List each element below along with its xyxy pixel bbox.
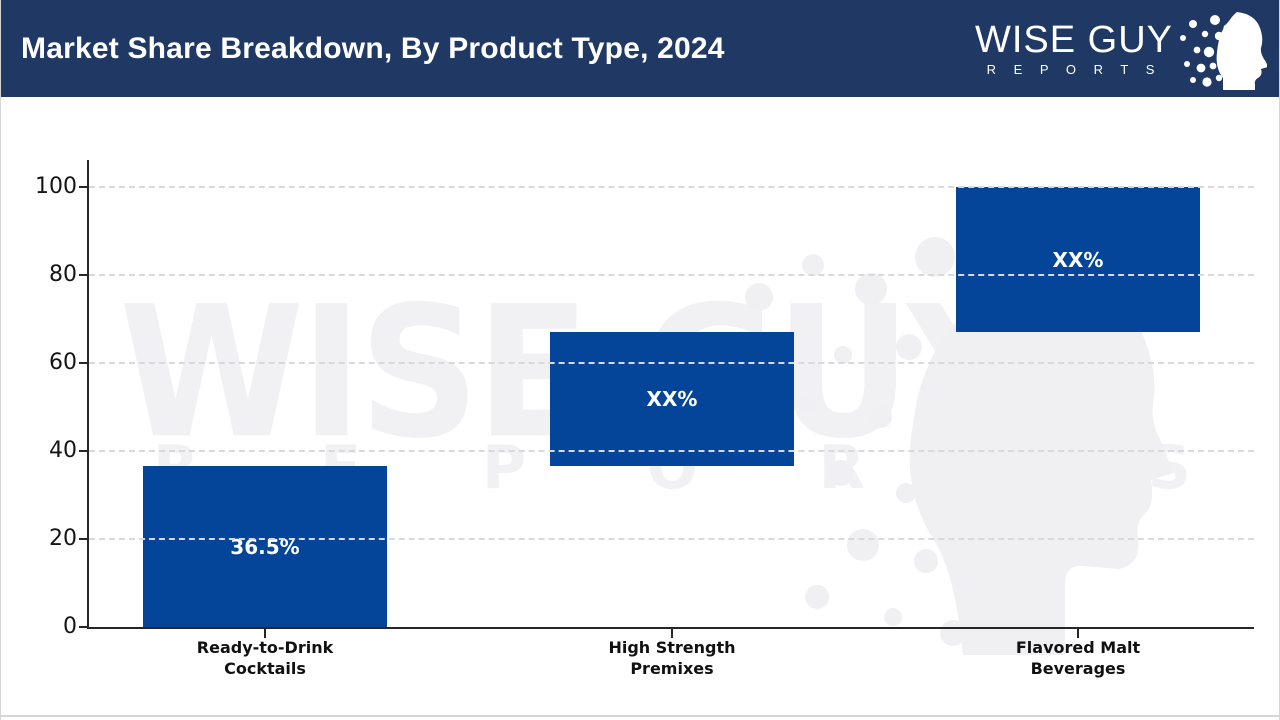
y-gridline <box>89 538 1254 540</box>
page-bottom-border <box>1 715 1279 717</box>
x-category-label-line: Flavored Malt <box>1015 638 1141 657</box>
watermark-face-dots-icon <box>745 237 1173 655</box>
x-tick-mark <box>264 629 266 638</box>
brand-name: WISE GUY <box>974 19 1173 62</box>
bar-value-label: XX% <box>646 387 698 412</box>
bar: 36.5% <box>143 466 387 627</box>
x-category-label-line: Beverages <box>1030 659 1126 678</box>
y-gridline <box>89 186 1254 188</box>
y-tick-label: 80 <box>49 262 77 287</box>
y-axis-line <box>87 160 89 629</box>
brand-face-icon <box>1180 12 1267 90</box>
x-category-label: Flavored Malt Beverages <box>948 637 1208 679</box>
y-tick-mark <box>79 626 87 628</box>
brand-subtitle: R E P O R T S <box>986 61 1162 77</box>
y-tick-label: 100 <box>35 174 77 199</box>
y-gridline <box>89 274 1254 276</box>
x-axis-line <box>87 627 1254 629</box>
header-bar: Market Share Breakdown, By Product Type,… <box>1 0 1279 97</box>
chart-title: Market Share Breakdown, By Product Type,… <box>21 31 725 65</box>
x-category-label-line: Ready-to-Drink <box>196 638 334 657</box>
brand-logo-text: WISE GUY R E P O R T S <box>974 19 1173 77</box>
y-tick-mark <box>79 274 87 276</box>
y-tick-mark <box>79 186 87 188</box>
x-category-label: Ready-to-Drink Cocktails <box>135 637 395 679</box>
bar-value-label: XX% <box>1052 247 1104 272</box>
x-category-label-line: Cocktails <box>224 659 306 678</box>
y-gridline <box>89 450 1254 452</box>
brand-logo: WISE GUY R E P O R T S <box>975 8 1267 90</box>
x-category-label: High Strength Premixes <box>542 637 802 679</box>
y-tick-label: 40 <box>49 438 77 463</box>
y-tick-mark <box>79 362 87 364</box>
x-tick-mark <box>1077 629 1079 638</box>
x-tick-mark <box>671 629 673 638</box>
x-category-label-line: High Strength <box>608 638 736 657</box>
y-tick-label: 0 <box>63 614 77 639</box>
y-tick-label: 60 <box>49 350 77 375</box>
bar: XX% <box>956 187 1200 333</box>
y-tick-mark <box>79 538 87 540</box>
bar: XX% <box>550 332 794 467</box>
y-tick-mark <box>79 450 87 452</box>
y-tick-label: 20 <box>49 526 77 551</box>
y-gridline <box>89 362 1254 364</box>
x-category-label-line: Premixes <box>630 659 714 678</box>
